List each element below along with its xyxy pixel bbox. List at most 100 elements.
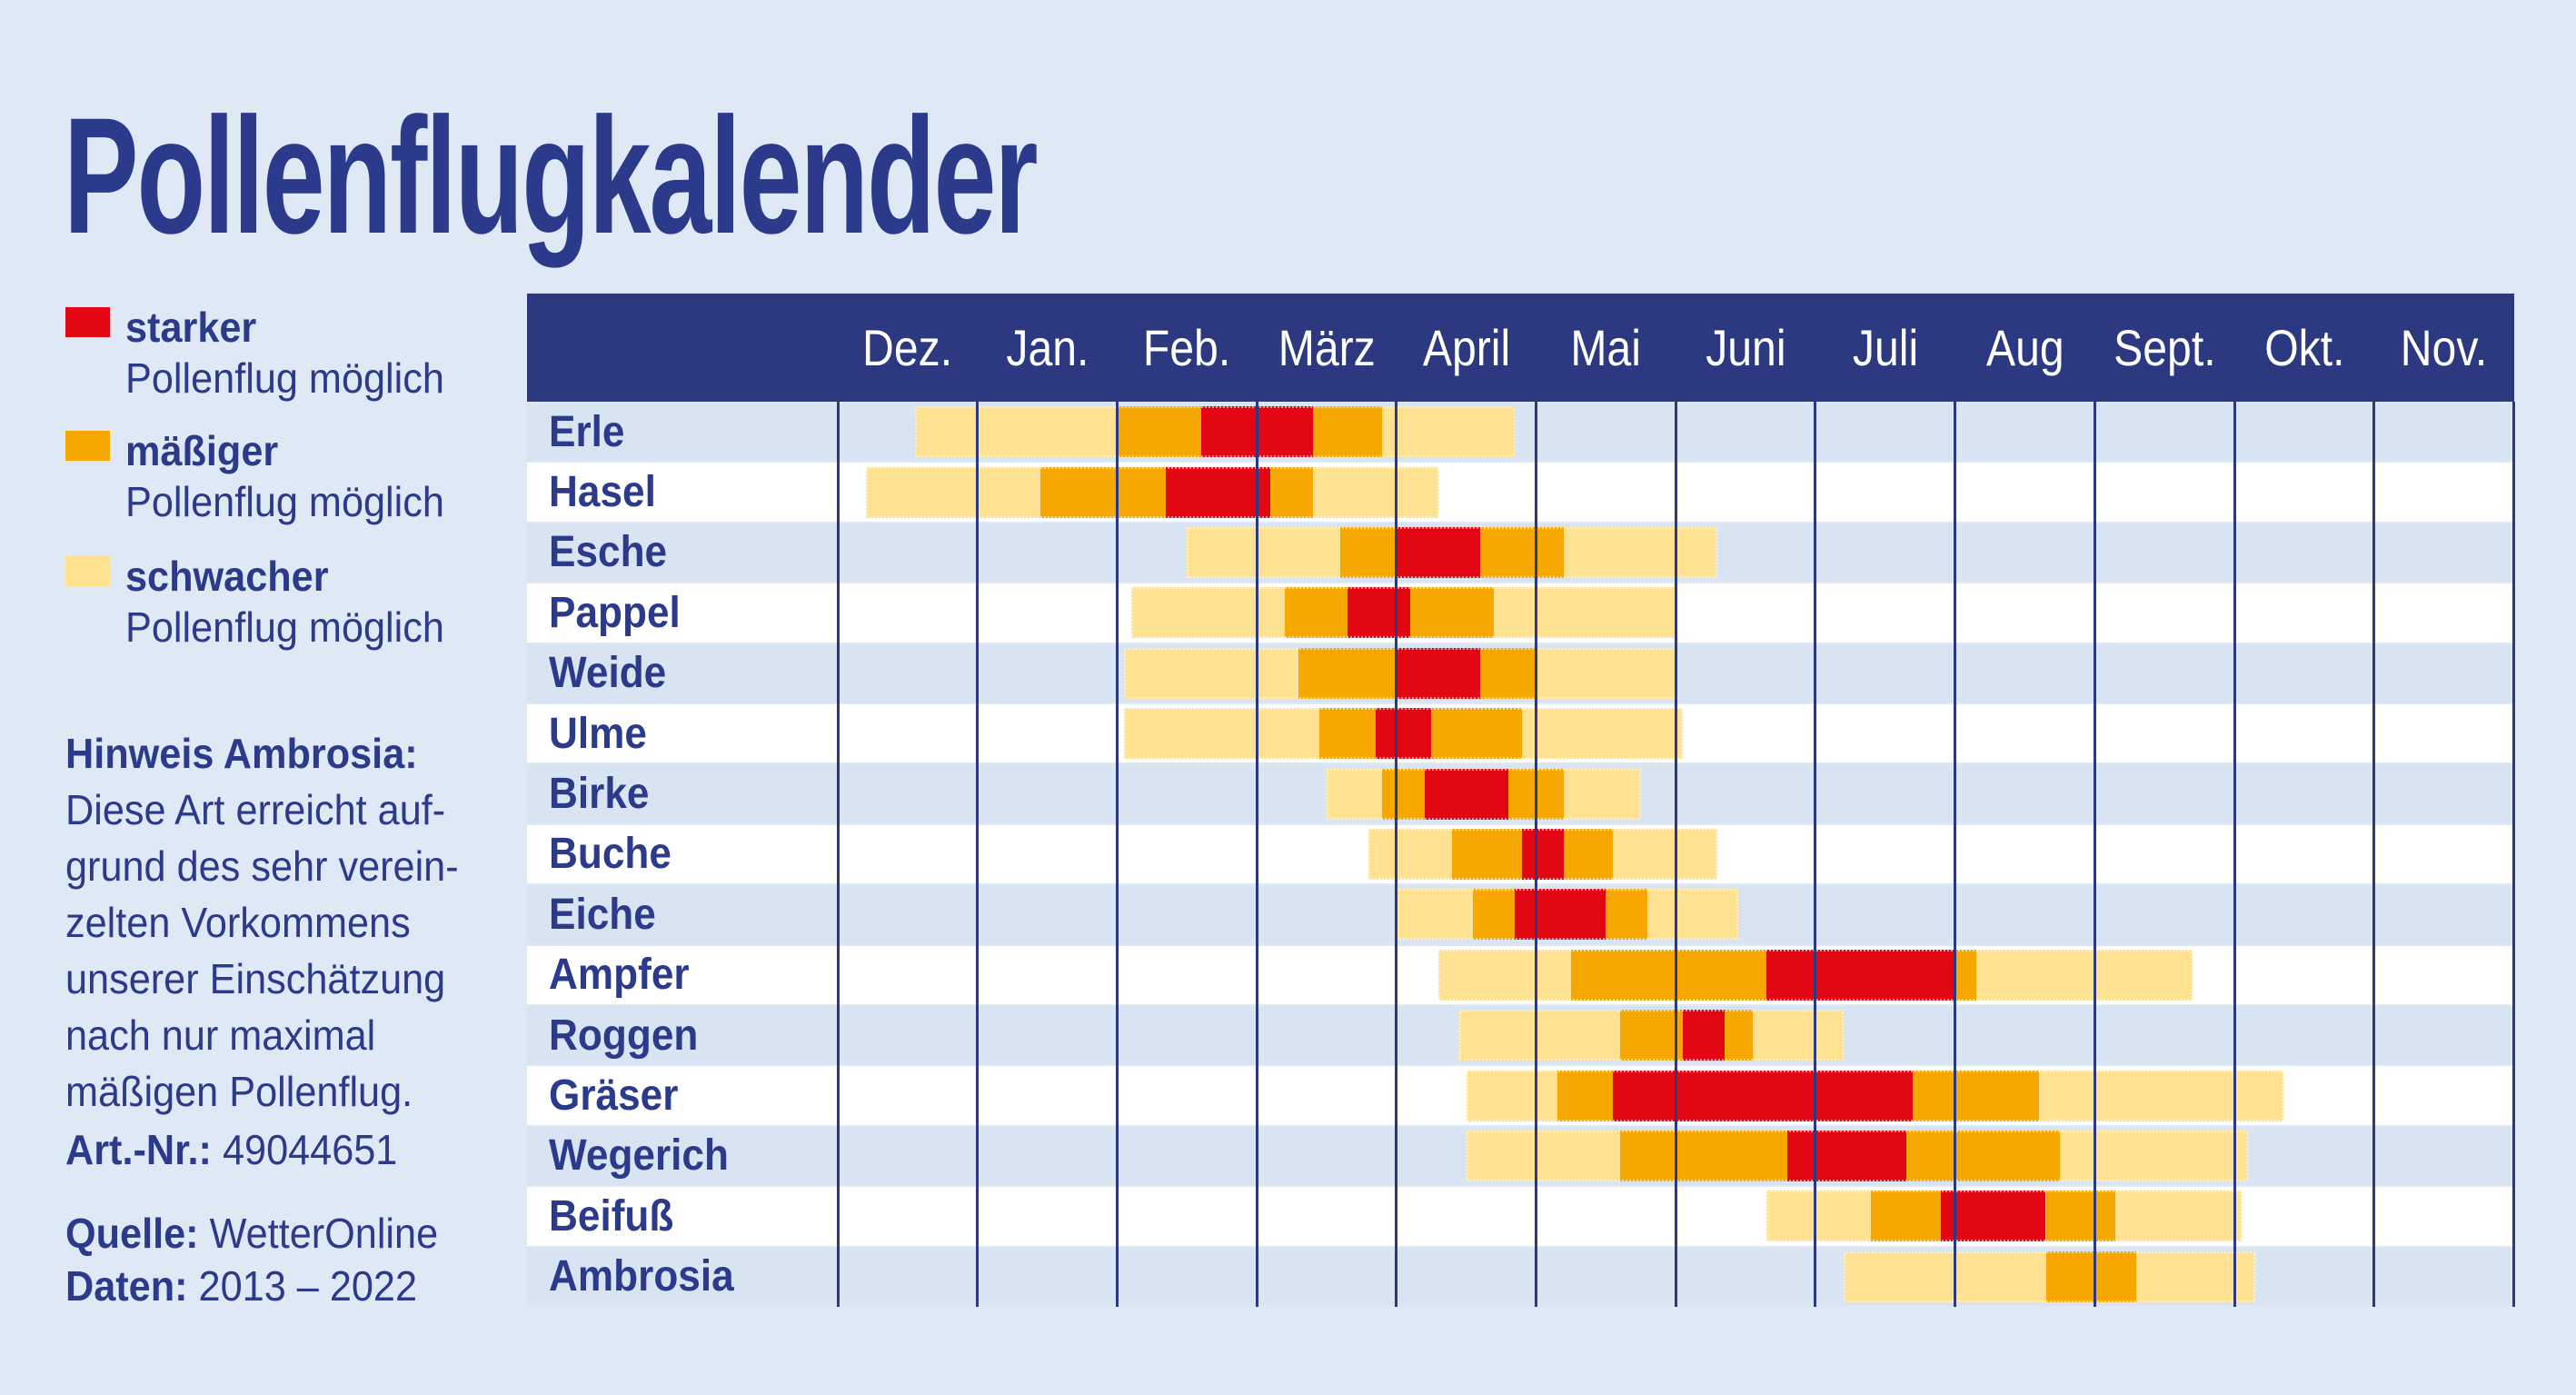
pollen-segment-schwach [914,406,1118,458]
pollen-segment-schwach [1647,889,1739,941]
pollen-segment-schwach [1466,1070,1557,1121]
species-row-ampfer: Ampfer [0,945,2576,1005]
schwach-color-swatch [65,556,110,586]
species-row-wegerich: Wegerich [0,1126,2576,1186]
pollen-segment-schwach [1187,526,1341,578]
pollen-segment-schwach [1975,949,2193,1001]
species-label: Hasel [549,468,656,517]
pollen-segment-stark [1515,889,1606,941]
month-label: April [1422,319,1510,376]
legend-sublabel-maessig: Pollenflug möglich [125,478,444,525]
pollen-segment-stark [1375,708,1432,760]
ambrosia-note-heading: Hinweis Ambrosia: [65,730,418,777]
ambrosia-note-line: zelten Vorkommens [65,899,411,946]
pollen-segment-schwach [2059,1130,2249,1181]
month-label: Okt. [2263,319,2344,376]
month-label: Jan. [1006,319,1089,376]
species-row-ulme: Ulme [0,703,2576,763]
pollen-segment-stark [1348,587,1411,639]
month-label: Juli [1852,319,1918,376]
month-gridline [1674,402,1677,1307]
pollen-segment-stark [1613,1070,1914,1121]
month-gridline [1395,402,1398,1307]
pollen-segment-maessig [1319,708,1376,760]
species-row-eiche: Eiche [0,884,2576,944]
species-label: Ambrosia [549,1252,734,1301]
pollen-segment-maessig [1270,466,1313,518]
pollen-segment-maessig [1480,647,1537,699]
pollen-segment-schwach [1564,768,1641,820]
month-label: Sept. [2113,319,2216,376]
month-gridline [1954,402,1957,1307]
pollen-segment-schwach [1766,1191,1872,1242]
pollen-segment-schwach [1124,647,1299,699]
species-row-ambrosia: Ambrosia [0,1247,2576,1307]
pollen-segment-schwach [1613,828,1718,880]
pollen-segment-schwach [1382,406,1516,458]
pollen-segment-maessig [1724,1010,1753,1061]
pollen-segment-schwach [1536,647,1676,699]
species-row-esche: Esche [0,523,2576,583]
pollen-segment-maessig [1473,889,1516,941]
pollen-segment-stark [1424,768,1508,820]
article-number: Art.-Nr.: 49044651 [65,1126,398,1173]
pollen-segment-schwach [1494,587,1676,639]
pollen-segment-schwach [865,466,1040,518]
row-band [527,403,2514,462]
species-label: Pappel [549,588,681,637]
pollen-segment-maessig [1039,466,1167,518]
pollen-segment-maessig [1284,587,1348,639]
species-label: Esche [549,528,668,577]
ambrosia-note-line: Diese Art erreicht auf- [65,786,446,833]
pollen-segment-schwach [1130,587,1285,639]
legend-sublabel-schwach: Pollenflug möglich [125,603,444,651]
pollen-segment-schwach [1522,708,1683,760]
legend-sublabel-stark: Pollenflug möglich [125,354,444,402]
pollen-segment-maessig [1905,1130,2060,1181]
pollen-segment-maessig [2045,1251,2137,1302]
pollen-segment-stark [1396,526,1481,578]
data-period: Daten: 2013 – 2022 [65,1262,418,1310]
pollen-segment-schwach [1752,1010,1844,1061]
month-label: März [1278,319,1376,376]
species-row-roggen: Roggen [0,1005,2576,1065]
species-label: Beifuß [549,1191,674,1241]
pollen-segment-maessig [1298,647,1397,699]
legend-label-stark: starker [125,304,257,351]
pollen-segment-maessig [1570,949,1767,1001]
ambrosia-note-line: mäßigen Pollenflug. [65,1068,413,1115]
pollen-segment-schwach [1466,1130,1620,1181]
pollen-segment-maessig [1340,526,1397,578]
meta-info: Art.-Nr.: 49044651 Quelle: WetterOnline … [65,1123,438,1312]
month-label: Nov. [2400,319,2488,376]
species-row-erle: Erle [0,402,2576,462]
pollen-segment-maessig [1557,1070,1614,1121]
pollen-segment-schwach [1437,949,1571,1001]
pollen-segment-stark [1522,828,1565,880]
pollen-segment-maessig [1954,949,1976,1001]
month-label: Mai [1570,319,1642,376]
pollen-segment-maessig [1410,587,1495,639]
month-gridline [1255,402,1258,1307]
pollen-segment-maessig [1117,406,1201,458]
species-label: Ulme [549,709,647,758]
pollen-segment-schwach [1124,708,1320,760]
pollen-segment-schwach [1564,526,1718,578]
stark-color-swatch [65,307,110,337]
pollen-segment-maessig [1431,708,1523,760]
pollen-segment-maessig [1871,1191,1942,1242]
species-row-weide: Weide [0,643,2576,703]
species-row-buche: Buche [0,824,2576,884]
species-label: Ampfer [549,951,690,1000]
month-label: Juni [1705,319,1786,376]
species-row-birke: Birke [0,763,2576,823]
pollen-segment-stark [1766,949,1955,1001]
pollen-segment-schwach [1312,466,1438,518]
pollen-segment-schwach [2115,1191,2242,1242]
pollen-segment-schwach [1843,1251,2046,1302]
ambrosia-note-line: grund des sehr verein- [65,842,459,890]
species-label: Weide [549,649,667,698]
species-label: Erle [549,407,625,456]
